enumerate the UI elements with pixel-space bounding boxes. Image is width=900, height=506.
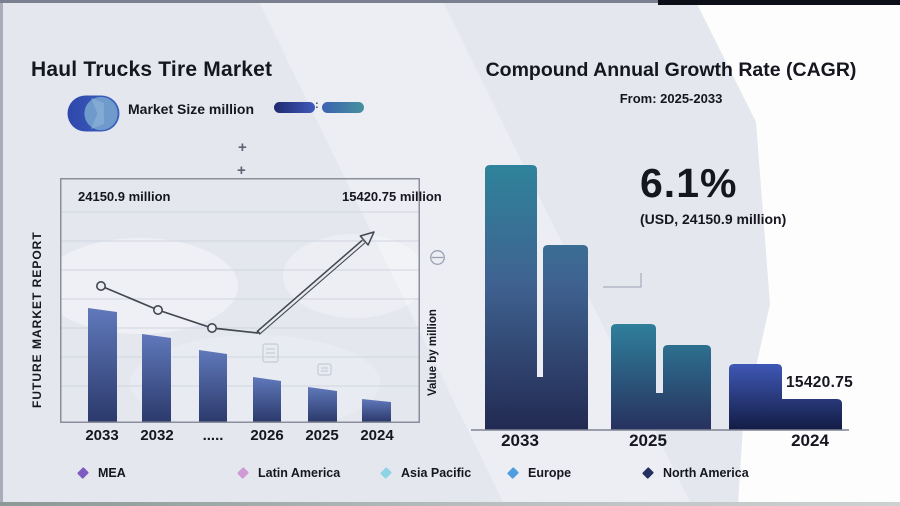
- right-x-label-2024: 2024: [791, 431, 829, 450]
- document-ghost-icons: [262, 343, 332, 376]
- bar-dots: [199, 350, 227, 422]
- gridlines: [61, 211, 419, 387]
- colon-separator: :: [315, 99, 319, 111]
- bar-value-annotation: 15420.75: [786, 374, 854, 391]
- document-ghost-icon-1: [262, 343, 279, 363]
- x-label-2024: 2024: [360, 427, 394, 444]
- legend-item-mea: MEA: [77, 465, 126, 481]
- bar-group-2025: [611, 324, 711, 430]
- future-market-report-watermark: FUTURE MARKET REPORT: [30, 231, 44, 409]
- x-label-2032: 2032: [140, 427, 174, 444]
- market-size-capsule-icon: [67, 95, 120, 132]
- legend-item-asia-pacific: Asia Pacific: [380, 465, 472, 481]
- legend-diamond-mea: [77, 467, 89, 479]
- chart-light-blob-2: [283, 234, 420, 318]
- document-ghost-icon-2: [317, 363, 332, 376]
- plus-icon-2: +: [237, 162, 246, 179]
- cagr-title: Compound Annual Growth Rate (CAGR): [485, 59, 857, 81]
- plus-icon-1: +: [238, 139, 247, 156]
- cagr-value: 6.1%: [640, 160, 738, 206]
- bar-2033: [88, 308, 117, 422]
- growth-arrow-icon: [256, 231, 375, 335]
- bar-2032: [142, 334, 171, 422]
- market-size-bar-chart: [60, 178, 420, 423]
- cagr-context: (USD, 24150.9 million): [640, 211, 787, 227]
- legend-label-north-america: North America: [663, 466, 749, 480]
- legend-diamond-latin-america: [237, 467, 249, 479]
- bar-2026: [253, 377, 281, 422]
- legend-label-europe: Europe: [528, 466, 572, 480]
- page-title: Haul Trucks Tire Market: [31, 58, 273, 81]
- legend-diamond-north-america: [642, 467, 654, 479]
- cagr-bar-chart: [471, 165, 849, 431]
- right-x-label-2025: 2025: [629, 431, 667, 450]
- gradient-pill-icon-2: [322, 102, 364, 113]
- legend-diamond-asia-pacific: [380, 467, 392, 479]
- bar-group-2033: [485, 165, 588, 430]
- bar-2025: [308, 387, 337, 422]
- cagr-subtitle: From: 2025-2033: [619, 91, 723, 106]
- legend-label-latin-america: Latin America: [258, 466, 341, 480]
- right-x-label-2033: 2033: [501, 431, 539, 450]
- x-label-2033: 2033: [85, 427, 119, 444]
- market-size-bars: [88, 308, 391, 422]
- legend-item-europe: Europe: [507, 465, 572, 481]
- value-axis-label: Value by million: [427, 309, 439, 397]
- legend-item-north-america: North America: [642, 465, 749, 481]
- end-value-annotation: 15420.75 million: [342, 189, 442, 204]
- market-size-legend-label: Market Size million: [128, 101, 255, 117]
- legend-item-latin-america: Latin America: [237, 465, 341, 481]
- bar-group-2024: [729, 364, 842, 430]
- trend-markers: [95, 281, 218, 334]
- chart-light-blob-1: [60, 238, 238, 334]
- bar-2024: [362, 399, 391, 422]
- circle-minus-icon: [430, 250, 445, 265]
- x-label-dots: .....: [202, 427, 224, 444]
- legend-label-mea: MEA: [98, 466, 126, 480]
- legend-diamond-europe: [507, 467, 519, 479]
- left-border: [0, 3, 3, 506]
- top-border-dark-segment: [658, 0, 900, 5]
- x-label-2025: 2025: [305, 427, 339, 444]
- legend-label-asia-pacific: Asia Pacific: [401, 466, 472, 480]
- chart-border: [60, 178, 420, 423]
- trend-line: [100, 285, 259, 334]
- gradient-pill-icon-1: [274, 102, 315, 113]
- x-label-2026: 2026: [250, 427, 284, 444]
- top-border: [0, 0, 900, 3]
- bottom-border: [0, 502, 900, 506]
- start-value-annotation: 24150.9 million: [78, 189, 171, 204]
- step-decoration-line: [603, 273, 642, 288]
